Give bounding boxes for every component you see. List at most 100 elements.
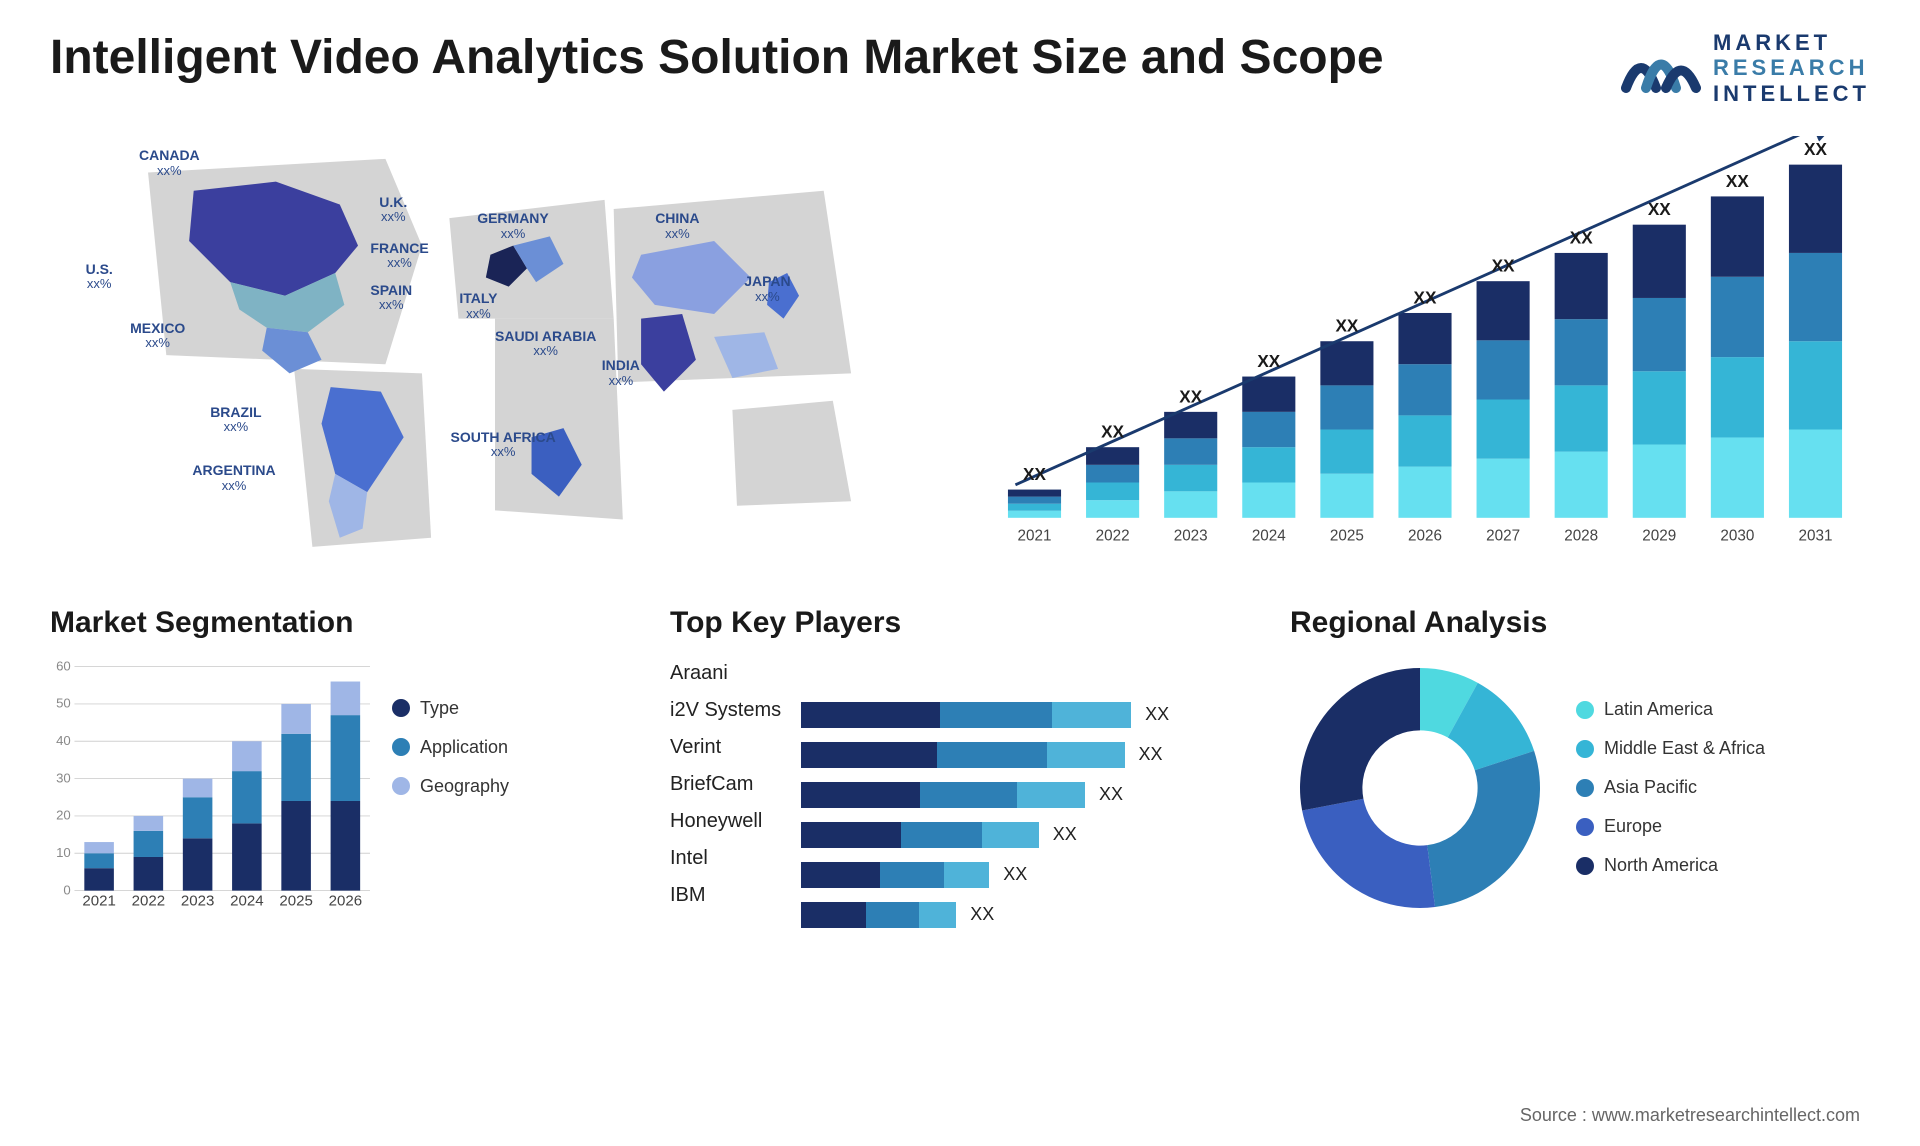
forecast-bar-segment <box>1789 429 1842 517</box>
player-bar-segment <box>919 902 956 928</box>
legend-label: Asia Pacific <box>1604 777 1697 798</box>
player-bar-row: XX <box>801 902 1250 928</box>
forecast-bar-segment <box>1398 415 1451 466</box>
legend-label: Middle East & Africa <box>1604 738 1765 759</box>
donut-slice <box>1300 668 1420 810</box>
forecast-x-label: 2023 <box>1174 528 1208 545</box>
forecast-x-label: 2029 <box>1642 528 1676 545</box>
main-chart-svg: XXXXXXXXXXXXXXXXXXXXXX 20212022202320242… <box>980 136 1870 556</box>
player-bar-row: XX <box>801 702 1250 728</box>
map-label: ARGENTINAxx% <box>192 463 275 493</box>
player-bar <box>801 862 989 888</box>
regional-donut-chart <box>1290 658 1550 918</box>
segmentation-legend: TypeApplicationGeography <box>392 658 509 797</box>
seg-bar-segment <box>183 838 213 890</box>
header: Intelligent Video Analytics Solution Mar… <box>50 30 1870 106</box>
legend-item: Geography <box>392 776 509 797</box>
map-label: SPAINxx% <box>370 283 412 313</box>
seg-bar-segment <box>183 778 213 797</box>
forecast-bar-segment <box>1398 364 1451 415</box>
legend-swatch <box>1576 740 1594 758</box>
forecast-bar-segment <box>1477 399 1530 458</box>
svg-text:40: 40 <box>56 733 71 748</box>
legend-swatch <box>1576 701 1594 719</box>
forecast-bar-value: XX <box>1023 464 1046 484</box>
player-name: i2V Systems <box>670 699 781 722</box>
forecast-bar-value: XX <box>1101 422 1124 442</box>
forecast-bar-segment <box>1008 489 1061 496</box>
forecast-bar-segment <box>1711 196 1764 276</box>
player-name: IBM <box>670 884 781 907</box>
regional-title: Regional Analysis <box>1290 606 1870 640</box>
legend-item: Europe <box>1576 816 1765 837</box>
donut-slice <box>1427 751 1540 907</box>
player-name: Honeywell <box>670 810 781 833</box>
row-top: CANADAxx%U.S.xx%MEXICOxx%BRAZILxx%ARGENT… <box>50 136 1870 556</box>
forecast-bar-segment <box>1242 482 1295 517</box>
map-label: BRAZILxx% <box>210 405 261 435</box>
legend-swatch <box>392 738 410 756</box>
forecast-x-label: 2025 <box>1330 528 1364 545</box>
seg-bar-segment <box>331 715 361 801</box>
forecast-bar-value: XX <box>1648 199 1671 219</box>
player-bar-segment <box>940 702 1052 728</box>
segmentation-chart: 202120222023202420252026 0102030405060 <box>50 658 370 918</box>
seg-bar-segment <box>331 801 361 891</box>
forecast-x-label: 2021 <box>1018 528 1052 545</box>
svg-text:0: 0 <box>63 882 70 897</box>
forecast-bar-value: XX <box>1179 386 1202 406</box>
player-bar <box>801 782 1085 808</box>
svg-text:60: 60 <box>56 658 71 673</box>
forecast-bar-segment <box>1555 253 1608 319</box>
player-bar-row: XX <box>801 822 1250 848</box>
player-bar-row: XX <box>801 862 1250 888</box>
seg-bar-segment <box>84 868 114 890</box>
segmentation-title: Market Segmentation <box>50 606 630 640</box>
player-bar <box>801 822 1039 848</box>
player-bar-segment <box>920 782 1016 808</box>
forecast-bar-value: XX <box>1492 256 1515 276</box>
forecast-bar-segment <box>1711 357 1764 437</box>
player-bar-row <box>801 662 1250 688</box>
forecast-bar-segment <box>1320 429 1373 473</box>
forecast-x-label: 2026 <box>1408 528 1442 545</box>
forecast-bar-segment <box>1789 341 1842 429</box>
map-label: CANADAxx% <box>139 148 200 178</box>
logo-wave-icon <box>1621 33 1701 103</box>
forecast-x-label: 2027 <box>1486 528 1520 545</box>
forecast-bar-segment <box>1633 298 1686 371</box>
player-bar-segment <box>801 862 880 888</box>
seg-bar-segment <box>281 801 311 891</box>
player-bar-segment <box>866 902 919 928</box>
legend-item: Latin America <box>1576 699 1765 720</box>
seg-bar-segment <box>84 853 114 868</box>
seg-bar-segment <box>331 681 361 715</box>
forecast-bar-value: XX <box>1335 316 1358 336</box>
seg-bar-segment <box>281 734 311 801</box>
forecast-bar-segment <box>1008 504 1061 511</box>
forecast-bar-segment <box>1711 437 1764 517</box>
forecast-bar-segment <box>1320 474 1373 518</box>
svg-text:2026: 2026 <box>329 893 362 910</box>
player-bar <box>801 702 1131 728</box>
map-label: JAPANxx% <box>744 274 790 304</box>
forecast-x-label: 2022 <box>1096 528 1130 545</box>
forecast-x-label: 2028 <box>1564 528 1598 545</box>
seg-bar-segment <box>281 704 311 734</box>
player-bar-segment <box>901 822 982 848</box>
forecast-bar-segment <box>1477 459 1530 518</box>
world-map: CANADAxx%U.S.xx%MEXICOxx%BRAZILxx%ARGENT… <box>50 136 940 556</box>
players-name-list: Araanii2V SystemsVerintBriefCamHoneywell… <box>670 658 781 928</box>
forecast-bar-segment <box>1789 253 1842 341</box>
seg-bar-segment <box>232 823 262 890</box>
seg-bar-segment <box>134 816 164 831</box>
svg-text:2025: 2025 <box>279 893 312 910</box>
forecast-bar-value: XX <box>1570 227 1593 247</box>
row-bottom: Market Segmentation 20212022202320242025… <box>50 606 1870 928</box>
forecast-bar-segment <box>1320 341 1373 385</box>
player-bar-segment <box>937 742 1047 768</box>
svg-text:2022: 2022 <box>132 893 165 910</box>
legend-item: Asia Pacific <box>1576 777 1765 798</box>
forecast-bar-segment <box>1555 319 1608 385</box>
map-label: GERMANYxx% <box>477 211 549 241</box>
